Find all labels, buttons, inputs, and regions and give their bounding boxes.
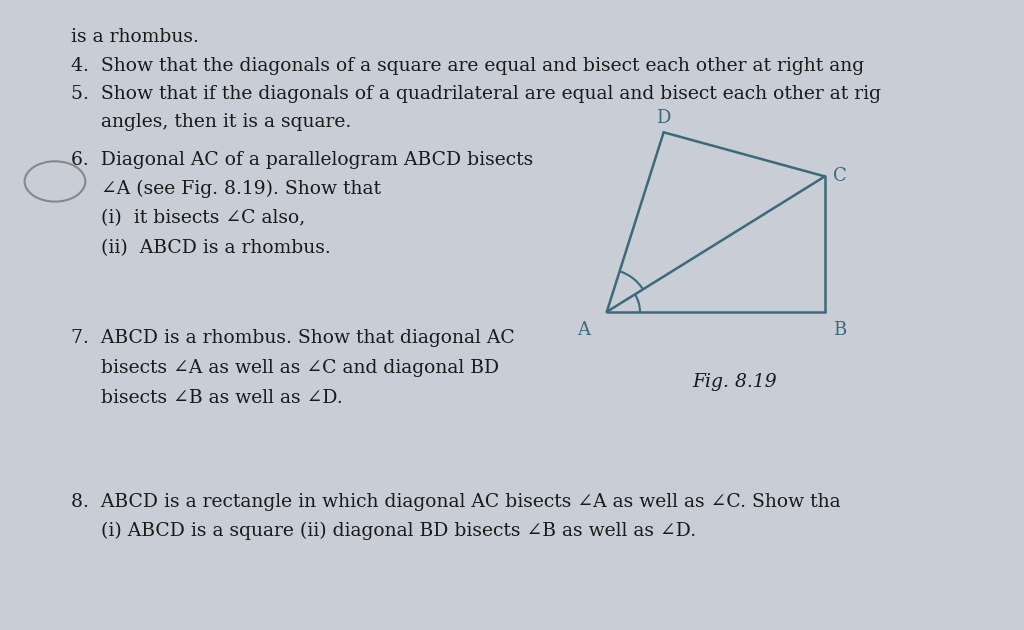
Text: is a rhombus.: is a rhombus. [71,28,199,47]
Text: 8.  ABCD is a rectangle in which diagonal AC bisects ∠A as well as ∠C. Show tha: 8. ABCD is a rectangle in which diagonal… [71,493,841,511]
Text: bisects ∠A as well as ∠C and diagonal BD: bisects ∠A as well as ∠C and diagonal BD [71,359,500,377]
Text: A: A [577,321,590,339]
Text: ∠A (see Fig. 8.19). Show that: ∠A (see Fig. 8.19). Show that [71,180,381,198]
Text: 5.  Show that if the diagonals of a quadrilateral are equal and bisect each othe: 5. Show that if the diagonals of a quadr… [71,85,881,103]
Text: angles, then it is a square.: angles, then it is a square. [71,113,351,132]
Text: bisects ∠B as well as ∠D.: bisects ∠B as well as ∠D. [71,389,343,408]
Text: Fig. 8.19: Fig. 8.19 [692,373,777,391]
Text: (ii)  ABCD is a rhombus.: (ii) ABCD is a rhombus. [71,239,331,258]
Text: B: B [834,321,847,339]
Text: 6.  Diagonal AC of a parallelogram ABCD bisects: 6. Diagonal AC of a parallelogram ABCD b… [71,151,534,169]
Text: C: C [834,168,847,185]
Text: 7.  ABCD is a rhombus. Show that diagonal AC: 7. ABCD is a rhombus. Show that diagonal… [71,329,515,347]
Text: 4.  Show that the diagonals of a square are equal and bisect each other at right: 4. Show that the diagonals of a square a… [71,57,864,75]
Text: (i)  it bisects ∠C also,: (i) it bisects ∠C also, [71,209,305,227]
Text: D: D [656,108,671,127]
Text: (i) ABCD is a square (ii) diagonal BD bisects ∠B as well as ∠D.: (i) ABCD is a square (ii) diagonal BD bi… [71,522,696,540]
